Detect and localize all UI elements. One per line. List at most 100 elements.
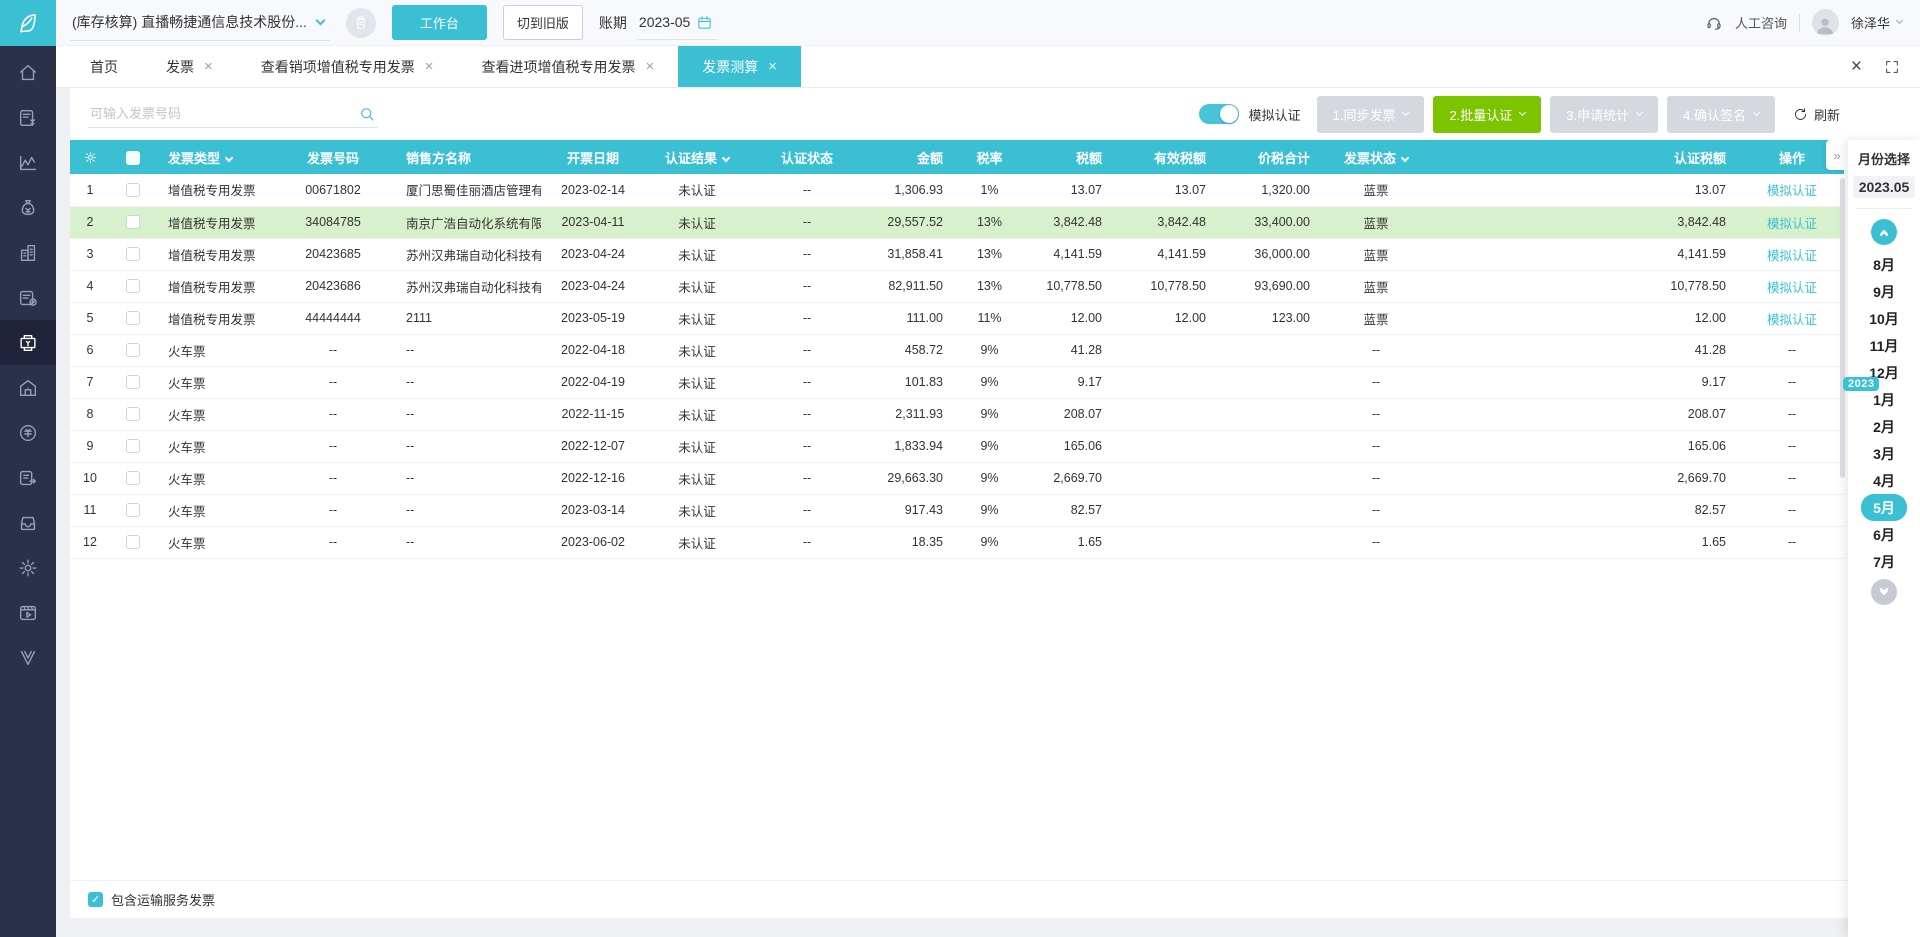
refresh-button[interactable]: 刷新 [1793, 105, 1840, 124]
sidebar-item-reports[interactable] [0, 140, 56, 185]
simulate-auth-link[interactable]: 模拟认证 [1740, 174, 1844, 207]
simulate-auth-link[interactable]: 模拟认证 [1740, 238, 1844, 271]
tab-4[interactable]: 发票测算 × [678, 46, 802, 87]
row-checkbox[interactable] [126, 279, 140, 294]
simulate-auth-link[interactable]: 模拟认证 [1740, 206, 1844, 239]
simulate-auth-toggle[interactable] [1198, 104, 1239, 124]
row-checkbox[interactable] [126, 183, 140, 198]
row-checkbox[interactable] [126, 215, 140, 230]
tab-close-icon[interactable]: × [768, 58, 778, 75]
month-item-5月[interactable]: 5月 [1861, 494, 1907, 521]
row-checkbox[interactable] [126, 439, 140, 454]
sidebar-item-video[interactable] [0, 590, 56, 635]
sidebar-item-v-logo[interactable] [0, 635, 56, 680]
row-checkbox[interactable] [126, 375, 140, 390]
row-checkbox[interactable] [126, 343, 140, 358]
select-all-header[interactable] [110, 140, 156, 174]
row-checkbox[interactable] [126, 247, 140, 262]
search-input[interactable] [90, 106, 350, 121]
simulate-auth-link[interactable]: 模拟认证 [1740, 302, 1844, 335]
tab-3[interactable]: 查看进项增值税专用发票 × [458, 46, 679, 87]
table-row[interactable]: 5 增值税专用发票 44444444 2111 2023-05-19 未认证 -- 111.0… [70, 302, 1844, 335]
table-row[interactable]: 1 增值税专用发票00671802厦门思蜀佳丽酒店管理有限...2023-02-1… [70, 174, 1844, 207]
vertical-scrollbar[interactable] [1840, 178, 1845, 478]
row-checkbox[interactable] [126, 471, 140, 486]
fullscreen-icon[interactable] [1884, 59, 1900, 75]
sidebar-item-home[interactable] [0, 50, 56, 95]
row-checkbox[interactable] [126, 407, 140, 422]
month-item-7月[interactable]: 7月 [1861, 548, 1907, 575]
column-header-11[interactable]: 发票状态 [1324, 140, 1428, 174]
sidebar-item-tax[interactable] [0, 410, 56, 455]
table-row[interactable]: 7 火车票 -- -- 2022-04-19 未认证 -- 101.83 9% 9.17 -- 9.1… [70, 366, 1844, 399]
sidebar-item-voucher[interactable] [0, 95, 56, 140]
select-all-checkbox[interactable] [126, 150, 140, 165]
month-item-12月[interactable]: 12月 [1861, 359, 1907, 386]
cell: -- [1740, 366, 1844, 399]
tab-1[interactable]: 发票 × [142, 46, 237, 87]
tab-label: 查看进项增值税专用发票 [481, 58, 636, 75]
user-menu[interactable]: 徐泽华 [1851, 13, 1904, 32]
table-row[interactable]: 3 增值税专用发票20423685苏州汉弗瑞自动化科技有限...2023-04-2… [70, 238, 1844, 271]
tab-close-icon[interactable]: × [204, 58, 213, 75]
avatar[interactable] [1811, 9, 1839, 36]
table-row[interactable]: 8 火车票 -- -- 2022-11-15 未认证 -- 2,311.93 9% 208.07-… [70, 398, 1844, 431]
tab-close-icon[interactable]: × [424, 58, 434, 75]
scroll-months-down-button[interactable] [1871, 579, 1897, 605]
month-item-8月[interactable]: 8月 [1861, 251, 1907, 278]
sidebar-item-invoice[interactable] [0, 320, 56, 365]
month-item-2月[interactable]: 2月 [1861, 413, 1907, 440]
month-item-11月[interactable]: 11月 [1861, 332, 1907, 359]
table-row[interactable]: 11 火车票 -- -- 2023-03-14 未认证 -- 917.43 9% 82.57 -- 8… [70, 494, 1844, 527]
month-item-9月[interactable]: 9月 [1861, 278, 1907, 305]
refresh-label: 刷新 [1813, 107, 1840, 123]
transport-invoice-checkbox[interactable]: ✓ [88, 892, 103, 907]
month-item-10月[interactable]: 10月 [1861, 305, 1907, 332]
sidebar-item-settings[interactable] [0, 545, 56, 590]
column-header-0[interactable]: 发票类型 [156, 140, 272, 174]
sidebar-item-inbox[interactable] [0, 500, 56, 545]
table-row[interactable]: 2 增值税专用发票34084785南京广浩自动化系统有限责...2023-04-1… [70, 206, 1844, 239]
table-row[interactable]: 9 火车票 -- -- 2022-12-07 未认证 -- 1,833.94 9% 165.06-… [70, 430, 1844, 463]
sidebar-item-funds[interactable] [0, 185, 56, 230]
table-row[interactable]: 4 增值税专用发票20423686苏州汉弗瑞自动化科技有限...2023-04-2… [70, 270, 1844, 303]
topbar-right: 人工咨询 徐泽华 [1705, 9, 1904, 36]
period-selector[interactable]: 2023-05 [636, 14, 718, 40]
action-button-3[interactable]: 3.申请统计 [1550, 95, 1659, 133]
clipboard-icon[interactable] [345, 7, 376, 38]
switch-version-button[interactable]: 切到旧版 [502, 5, 583, 40]
row-checkbox[interactable] [126, 503, 140, 518]
sidebar-item-checkout[interactable] [0, 275, 56, 320]
simulate-auth-link[interactable]: 模拟认证 [1740, 270, 1844, 303]
action-button-2[interactable]: 2.批量认证 [1433, 95, 1542, 133]
cell: 未认证 [645, 526, 749, 559]
sidebar-item-company[interactable] [0, 230, 56, 275]
tab-2[interactable]: 查看销项增值税专用发票 × [237, 46, 458, 87]
row-checkbox[interactable] [126, 311, 140, 326]
column-header-4[interactable]: 认证结果 [645, 140, 749, 174]
app-logo[interactable] [0, 0, 56, 46]
action-button-4[interactable]: 4.确认签名 [1667, 95, 1775, 133]
tab-close-icon[interactable]: × [645, 58, 655, 75]
divider [1798, 13, 1800, 32]
workbench-button[interactable]: 工作台 [391, 5, 487, 40]
tab-0[interactable]: 首页 [66, 46, 142, 87]
sidebar-item-carryover[interactable] [0, 455, 56, 500]
month-item-4月[interactable]: 4月 [1861, 467, 1907, 494]
close-all-tabs-icon[interactable]: × [1850, 56, 1862, 77]
search-icon[interactable] [358, 105, 376, 123]
month-item-3月[interactable]: 3月 [1861, 440, 1907, 467]
column-settings-header[interactable] [70, 140, 110, 174]
row-checkbox[interactable] [126, 535, 140, 550]
panel-expander[interactable]: » [1826, 140, 1848, 170]
month-item-1月[interactable]: 2023 1月 [1843, 377, 1907, 413]
table-row[interactable]: 6 火车票 -- -- 2022-04-18 未认证 -- 458.72 9% 41.28 -- 41… [70, 334, 1844, 367]
table-row[interactable]: 10 火车票 -- -- 2022-12-16 未认证 -- 29,663.30 9% 2,669… [70, 462, 1844, 495]
scroll-months-up-button[interactable] [1871, 219, 1897, 245]
sidebar-item-fixed-assets[interactable] [0, 365, 56, 410]
month-item-6月[interactable]: 6月 [1861, 521, 1907, 548]
support-link[interactable]: 人工咨询 [1734, 16, 1787, 31]
company-selector[interactable]: (库存核算) 直播畅捷通信息技术股份... [70, 12, 330, 41]
table-row[interactable]: 12 火车票 -- -- 2023-06-02 未认证 -- 18.35 9% 1.65 -- 1.6… [70, 526, 1844, 559]
action-button-1[interactable]: 1.同步发票 [1316, 95, 1425, 133]
